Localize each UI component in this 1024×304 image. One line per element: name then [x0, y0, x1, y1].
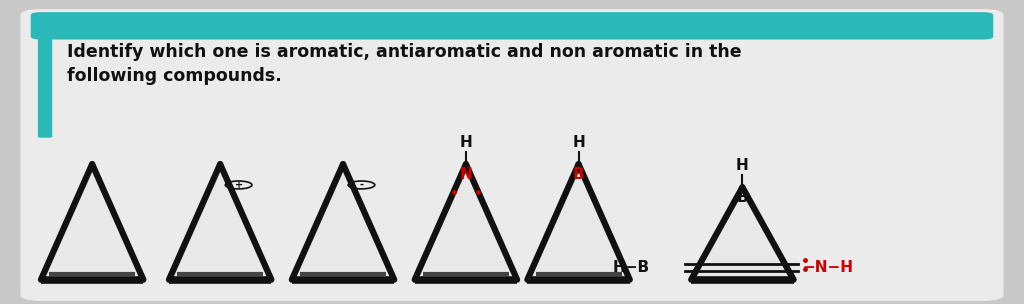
Text: N: N	[460, 167, 472, 182]
Text: H−B: H−B	[613, 260, 650, 275]
Polygon shape	[292, 164, 394, 280]
FancyBboxPatch shape	[20, 9, 1004, 301]
Text: Identify which one is aromatic, antiaromatic and non aromatic in the
following c: Identify which one is aromatic, antiarom…	[67, 43, 741, 85]
Text: H: H	[460, 135, 472, 150]
Polygon shape	[41, 164, 143, 280]
FancyBboxPatch shape	[38, 14, 52, 138]
Text: +: +	[234, 180, 243, 190]
Text: B: B	[736, 190, 749, 205]
FancyBboxPatch shape	[31, 12, 993, 40]
Text: H: H	[572, 135, 585, 150]
Polygon shape	[169, 164, 271, 280]
Text: -: -	[359, 180, 364, 190]
Text: H: H	[736, 158, 749, 174]
Polygon shape	[527, 164, 630, 280]
Text: B: B	[572, 167, 585, 182]
Polygon shape	[415, 164, 517, 280]
Text: −N−H: −N−H	[803, 260, 854, 275]
Polygon shape	[691, 187, 794, 280]
